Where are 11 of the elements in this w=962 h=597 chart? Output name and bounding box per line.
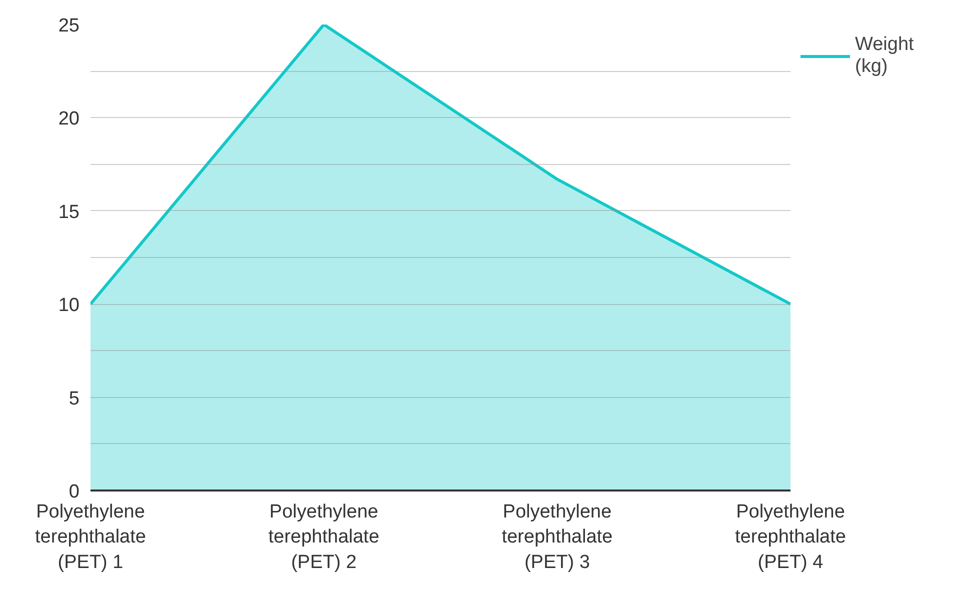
- x-tick-label: Polyethylene terephthalate (PET) 1: [35, 502, 146, 573]
- y-tick-label: 25: [58, 16, 80, 36]
- x-tick-label: Polyethylene terephthalate (PET) 4: [735, 502, 846, 573]
- y-tick-label: 10: [58, 295, 80, 316]
- y-tick-label: 5: [68, 388, 80, 410]
- x-tick-label: Polyethylene terephthalate (PET) 3: [502, 502, 613, 573]
- y-tick-label: 15: [58, 202, 80, 223]
- y-tick-label: 20: [58, 108, 80, 130]
- x-tick-label: Polyethylene terephthalate (PET) 2: [268, 502, 380, 573]
- legend-label: Weight (kg): [855, 34, 915, 78]
- y-tick-label: 0: [68, 482, 80, 502]
